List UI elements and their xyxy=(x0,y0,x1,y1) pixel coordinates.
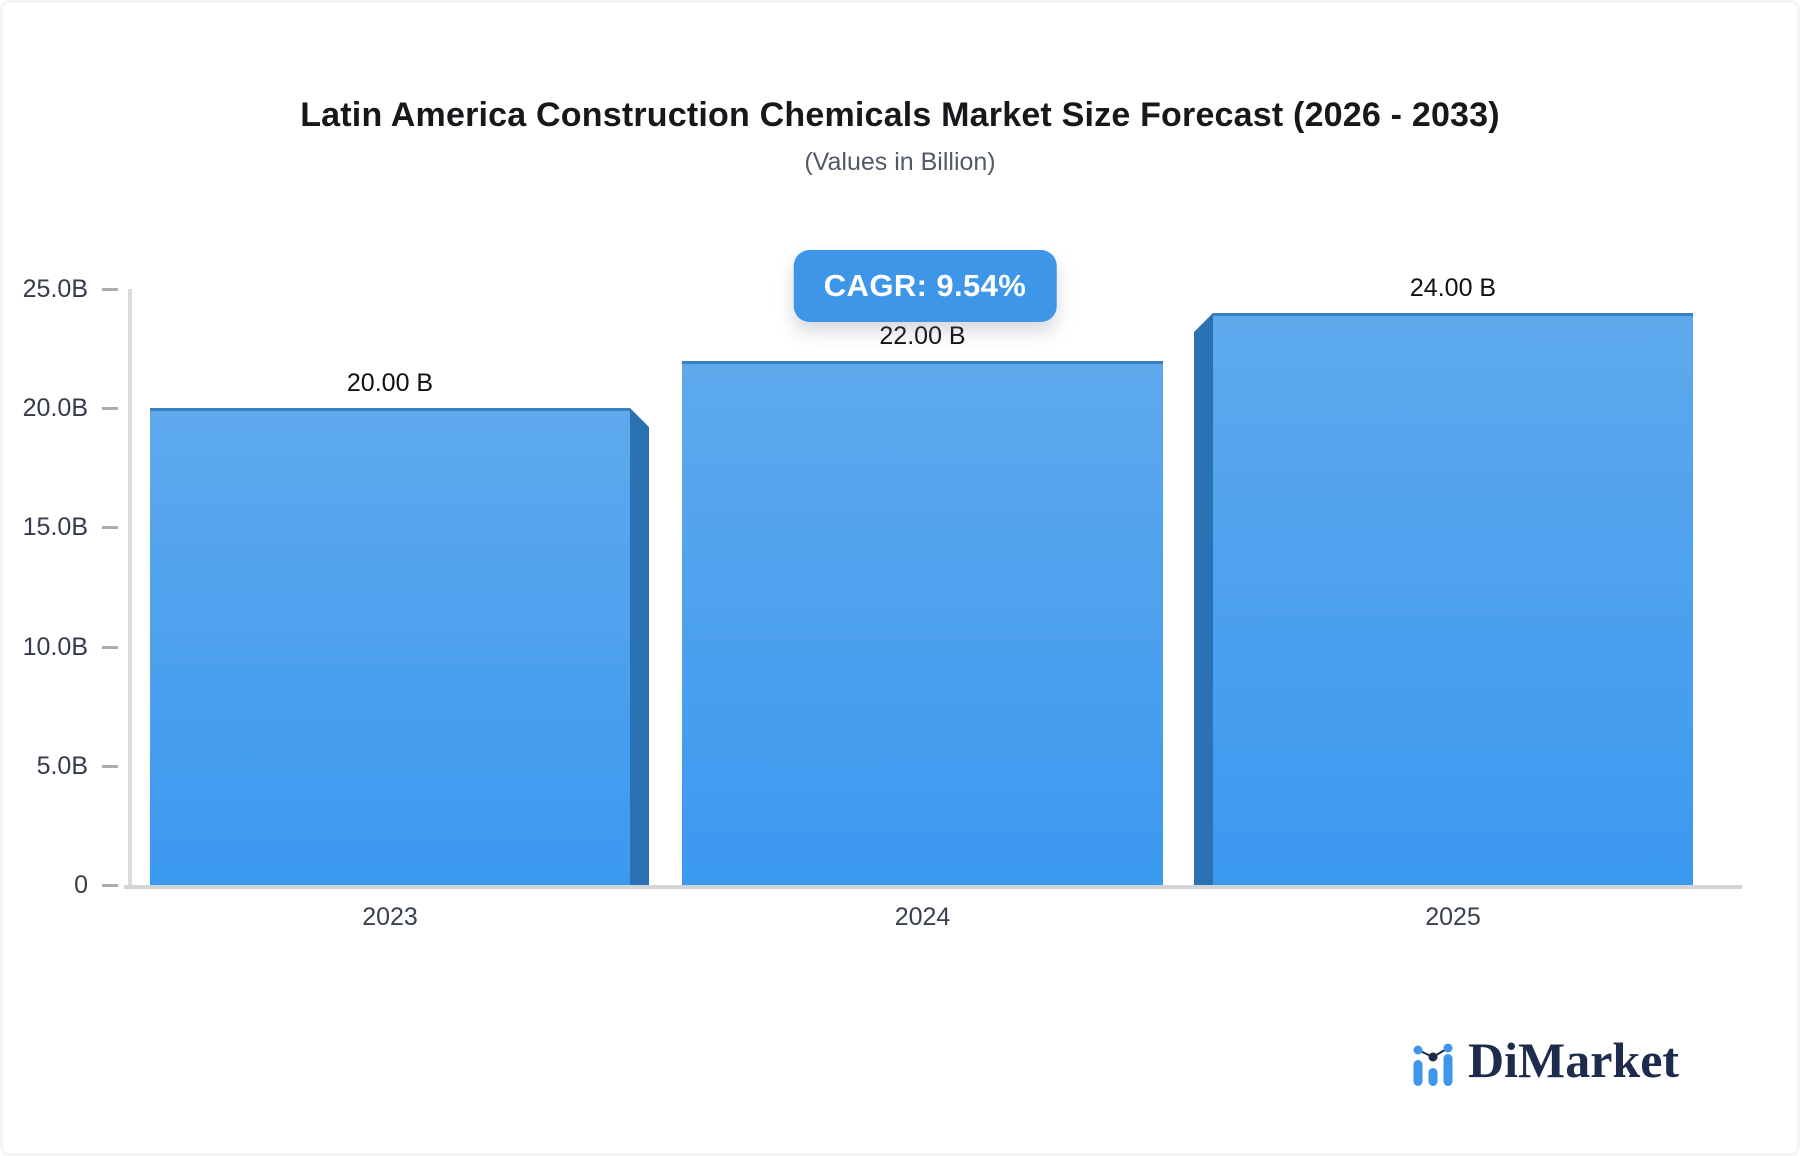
y-tick-label: 15.0B xyxy=(22,513,88,542)
y-tick-mark xyxy=(102,526,118,530)
bar-value-label-2025: 24.00 B xyxy=(1409,274,1497,302)
bar-3d-side-2025 xyxy=(1194,313,1213,885)
bar-value-label-2024: 22.00 B xyxy=(879,322,966,350)
y-axis-line xyxy=(128,289,132,885)
x-axis-label-2025: 2025 xyxy=(1425,903,1481,931)
chart-title: Latin America Construction Chemicals Mar… xyxy=(300,96,1500,134)
cagr-badge: CAGR: 9.54% xyxy=(793,250,1057,322)
y-tick-label: 10.0B xyxy=(22,632,88,661)
y-tick-mark xyxy=(102,645,118,649)
y-tick-label: 0 xyxy=(74,871,88,899)
bar-2024[interactable] xyxy=(682,361,1163,885)
y-tick-mark xyxy=(102,764,118,768)
y-tick-label: 5.0B xyxy=(36,751,88,780)
y-tick-label: 20.0B xyxy=(22,394,88,423)
dimarket-bars-icon xyxy=(1413,1043,1453,1086)
y-tick-mark xyxy=(102,407,118,411)
x-axis-label-2024: 2024 xyxy=(894,903,951,931)
y-tick-mark xyxy=(102,884,118,887)
dimarket-logo-text: DiMarket xyxy=(1468,1032,1680,1088)
bar-2025[interactable] xyxy=(1213,313,1693,885)
bar-3d-side-2023 xyxy=(630,408,649,885)
dimarket-logo: DiMarket xyxy=(1412,1034,1679,1086)
y-tick-mark xyxy=(102,288,118,291)
chart-subtitle: (Values in Billion) xyxy=(804,148,996,176)
y-tick-label: 25.0B xyxy=(22,275,88,303)
bar-value-label-2023: 20.00 B xyxy=(346,369,434,397)
bar-2023[interactable] xyxy=(150,408,630,885)
x-axis-line xyxy=(124,885,1742,889)
x-axis-label-2023: 2023 xyxy=(362,903,418,931)
